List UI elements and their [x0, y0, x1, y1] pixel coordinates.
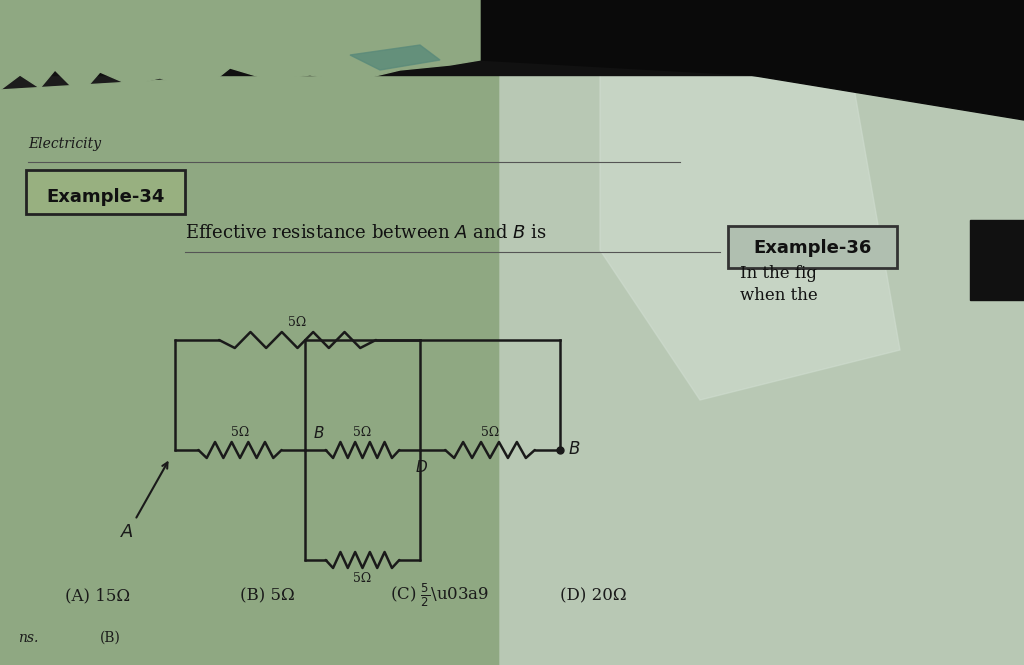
Text: when the: when the	[740, 287, 818, 304]
Polygon shape	[0, 0, 480, 95]
FancyBboxPatch shape	[26, 170, 185, 214]
Polygon shape	[480, 0, 1024, 120]
Text: $B$: $B$	[313, 425, 325, 441]
Text: $B$: $B$	[567, 442, 581, 458]
Text: (A) 15Ω: (A) 15Ω	[65, 587, 130, 604]
Text: Electricity: Electricity	[28, 137, 101, 151]
FancyBboxPatch shape	[728, 226, 897, 268]
Text: $D$: $D$	[415, 459, 428, 475]
Text: (D) 20Ω: (D) 20Ω	[560, 587, 627, 604]
Text: 5Ω: 5Ω	[353, 426, 372, 438]
Text: Effective resistance between $A$ and $B$ is: Effective resistance between $A$ and $B$…	[185, 224, 547, 242]
Text: (B) 5Ω: (B) 5Ω	[240, 587, 295, 604]
Text: (C) $\frac{5}{2}$\u03a9: (C) $\frac{5}{2}$\u03a9	[390, 581, 489, 609]
Text: ns.: ns.	[18, 631, 38, 645]
Polygon shape	[350, 45, 440, 70]
Bar	[0, 0, 1024, 75]
Text: 5Ω: 5Ω	[289, 315, 306, 329]
Text: (B): (B)	[100, 631, 121, 645]
Polygon shape	[500, 60, 1024, 665]
Text: 5Ω: 5Ω	[230, 426, 249, 438]
Text: 5Ω: 5Ω	[353, 571, 372, 585]
Text: Example-34: Example-34	[47, 188, 165, 206]
Polygon shape	[600, 60, 900, 400]
Polygon shape	[0, 60, 500, 665]
Text: $A$: $A$	[120, 523, 134, 541]
Text: In the fig: In the fig	[740, 265, 817, 282]
Text: Example-36: Example-36	[754, 239, 872, 257]
Bar	[970, 220, 1024, 300]
Text: 5Ω: 5Ω	[481, 426, 499, 438]
